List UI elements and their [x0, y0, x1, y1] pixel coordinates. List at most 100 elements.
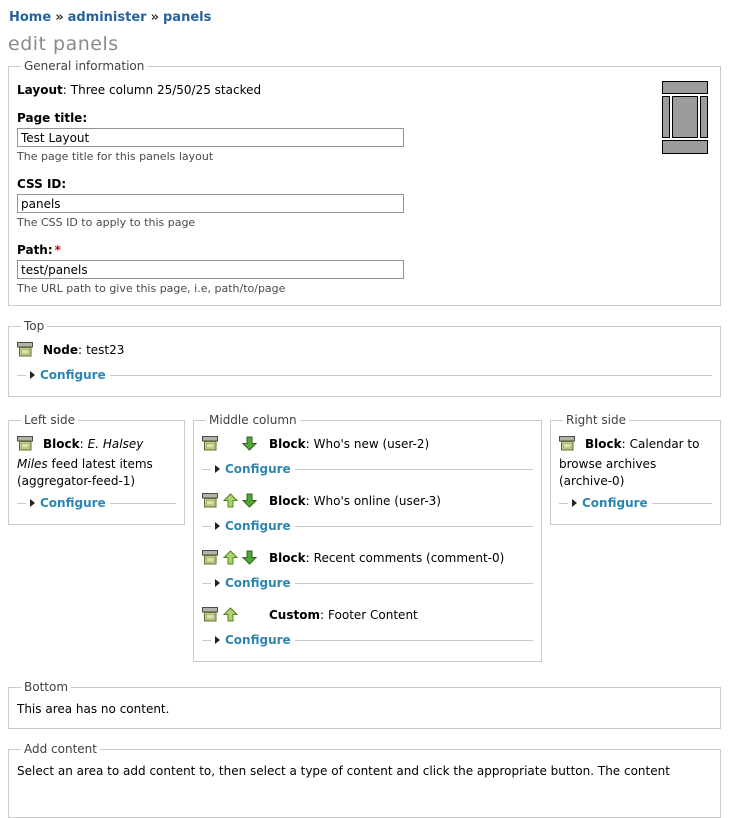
panel-item-top: Node: test23 Configure — [17, 341, 712, 384]
pane-title-feed-name: E. Halsey Miles — [17, 437, 144, 471]
trash-icon[interactable] — [202, 606, 219, 627]
panel-columns: Left side Block: E. Halsey Miles feed lat… — [8, 413, 721, 662]
pane-type-label: Custom — [269, 608, 320, 622]
pane-title: test23 — [86, 343, 125, 357]
layout-thumb-right-col — [700, 96, 708, 138]
collapsed-arrow-icon — [215, 636, 220, 644]
layout-thumb-middle-col — [672, 96, 698, 138]
move-up-icon[interactable] — [222, 550, 239, 570]
configure-link[interactable]: Configure — [225, 576, 291, 590]
configure-link[interactable]: Configure — [40, 496, 106, 510]
form-item-page-title: Page title: The page title for this pane… — [17, 111, 712, 163]
move-down-icon[interactable] — [241, 436, 258, 456]
top-area-fieldset: Top Node: test23 Configure — [8, 319, 721, 397]
trash-icon[interactable] — [17, 435, 34, 456]
configure-link[interactable]: Configure — [582, 496, 648, 510]
collapsed-arrow-icon — [215, 579, 220, 587]
collapsed-arrow-icon — [215, 465, 220, 473]
configure-link[interactable]: Configure — [225, 633, 291, 647]
colon: : — [78, 343, 83, 357]
pane-type-label: Block — [43, 437, 80, 451]
layout-thumb-bottom-bar — [662, 140, 708, 154]
layout-thumb-left-col — [662, 96, 670, 138]
general-information-legend: General information — [24, 59, 145, 73]
left-side-legend: Left side — [24, 413, 75, 427]
collapsed-arrow-icon — [215, 522, 220, 530]
layout-summary: Layout: Three column 25/50/25 stacked — [17, 83, 712, 97]
trash-icon[interactable] — [559, 435, 576, 456]
collapsed-arrow-icon — [30, 371, 35, 379]
colon: : — [319, 608, 325, 622]
move-down-icon[interactable] — [241, 550, 258, 570]
bottom-empty-text: This area has no content. — [17, 702, 170, 716]
configure-link[interactable]: Configure — [225, 462, 291, 476]
layout-label: Layout — [17, 83, 63, 97]
colon: : — [305, 494, 310, 508]
add-content-description: Select an area to add content to, then s… — [17, 764, 670, 778]
breadcrumb: Home» administer» panels — [9, 10, 731, 25]
layout-value: Three column 25/50/25 stacked — [70, 83, 262, 97]
layout-thumb-top-bar — [662, 81, 708, 94]
breadcrumb-link-home[interactable]: Home — [9, 10, 52, 25]
panel-item: Custom: Footer Content Configure — [202, 606, 533, 649]
page-title: edit panels — [8, 33, 119, 55]
trash-icon[interactable] — [202, 435, 219, 456]
pane-type-label: Block — [269, 551, 306, 565]
colon: : — [305, 437, 310, 451]
pane-type-label: Block — [269, 437, 306, 451]
path-input[interactable] — [17, 260, 404, 279]
panel-item: Block: Who's new (user-2) Configure — [202, 435, 533, 478]
css-id-input[interactable] — [17, 194, 404, 213]
panel-item-left: Block: E. Halsey Miles feed latest items … — [17, 435, 176, 512]
configure-link[interactable]: Configure — [40, 368, 106, 382]
middle-column-fieldset: Middle column Block: Who's new (user-2) C… — [193, 413, 542, 662]
form-item-path: Path:* The URL path to give this page, i… — [17, 243, 712, 295]
panel-item: Block: Recent comments (comment-0) Config… — [202, 549, 533, 592]
pane-title: Who's new (user-2) — [313, 437, 430, 451]
middle-column-legend: Middle column — [209, 413, 297, 427]
page-title-label: Page title: — [17, 111, 88, 125]
trash-icon[interactable] — [17, 341, 34, 362]
breadcrumb-separator: » — [150, 10, 159, 25]
breadcrumb-link-panels[interactable]: panels — [162, 10, 212, 25]
move-up-icon[interactable] — [222, 607, 239, 627]
configure-divider: Configure — [202, 519, 533, 535]
pane-title: Footer Content — [328, 608, 418, 622]
right-side-fieldset: Right side Block: Calendar to browse arch… — [550, 413, 721, 525]
configure-divider: Configure — [559, 496, 712, 512]
colon: : — [62, 83, 67, 97]
move-down-icon[interactable] — [241, 493, 258, 513]
required-marker: * — [54, 243, 61, 257]
colon: : — [305, 551, 310, 565]
pane-type-label: Node — [43, 343, 79, 357]
form-item-css-id: CSS ID: The CSS ID to apply to this page — [17, 177, 712, 229]
bottom-area-legend: Bottom — [24, 680, 69, 694]
page-title-input[interactable] — [17, 128, 404, 147]
path-help: The URL path to give this page, i.e, pat… — [17, 282, 286, 295]
pane-title: Calendar to browse archives (archive-0) — [559, 437, 700, 488]
configure-divider: Configure — [17, 368, 712, 384]
breadcrumb-separator: » — [55, 10, 64, 25]
add-content-legend: Add content — [24, 742, 97, 756]
configure-divider: Configure — [202, 462, 533, 478]
left-side-fieldset: Left side Block: E. Halsey Miles feed lat… — [8, 413, 185, 525]
trash-icon[interactable] — [202, 549, 219, 570]
css-id-help: The CSS ID to apply to this page — [17, 216, 196, 229]
configure-divider: Configure — [202, 633, 533, 649]
configure-link[interactable]: Configure — [225, 519, 291, 533]
move-up-icon[interactable] — [222, 493, 239, 513]
bottom-area-fieldset: Bottom This area has no content. — [8, 680, 721, 729]
pane-type-label: Block — [269, 494, 306, 508]
panel-item: Block: Who's online (user-3) Configure — [202, 492, 533, 535]
trash-icon[interactable] — [202, 492, 219, 513]
page-title-help: The page title for this panels layout — [17, 150, 214, 163]
breadcrumb-link-administer[interactable]: administer — [67, 10, 147, 25]
collapsed-arrow-icon — [572, 499, 577, 507]
general-information-fieldset: General information Layout: Three column … — [8, 59, 721, 306]
path-label: Path: * — [17, 243, 61, 257]
panel-item-right: Block: Calendar to browse archives (archi… — [559, 435, 712, 512]
colon: : — [79, 437, 84, 451]
colon: : — [621, 437, 626, 451]
collapsed-arrow-icon — [30, 499, 35, 507]
right-side-legend: Right side — [566, 413, 626, 427]
